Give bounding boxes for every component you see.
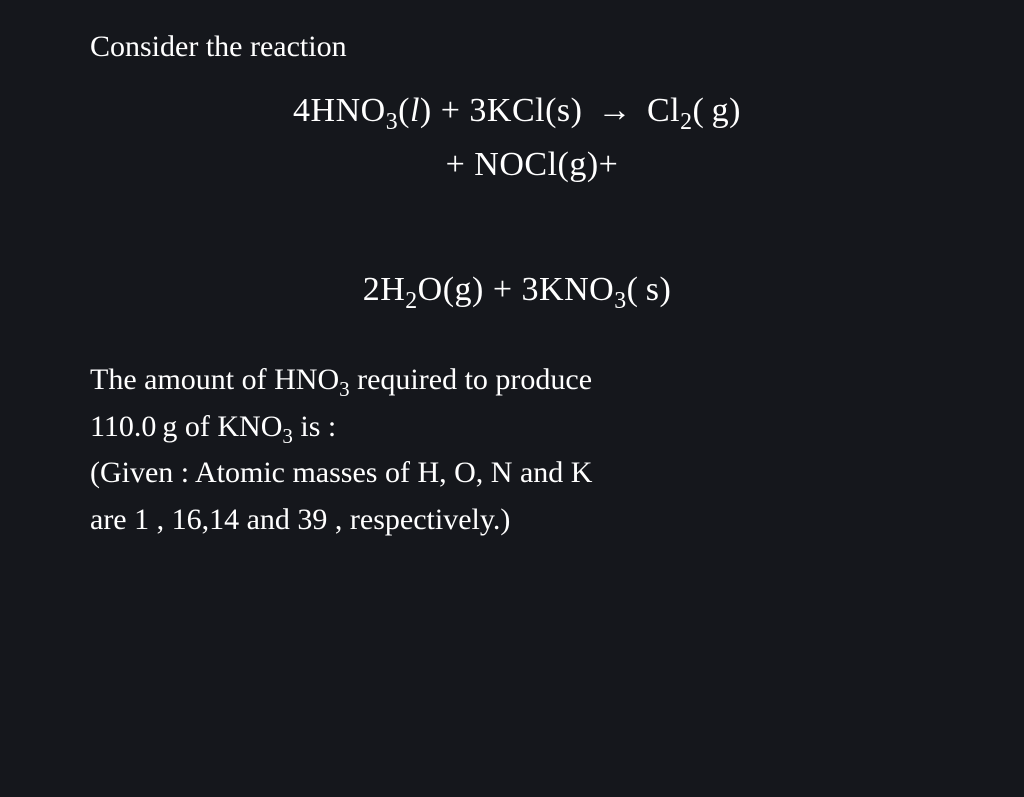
question-line-2: 110.0 g of KNO3 is : [90, 404, 944, 451]
question-line-4: are 1 , 16,14 and 39 , respectively.) [90, 497, 944, 544]
question-line-3: (Given : Atomic masses of H, O, N and K [90, 450, 944, 497]
equation-block: 4HNO3(l) + 3KCl(s) → Cl2( g) + NOCl(g)+ … [90, 84, 944, 317]
intro-text: Consider the reaction [90, 30, 944, 64]
question-block: The amount of HNO3 required to produce 1… [90, 357, 944, 543]
question-line-1: The amount of HNO3 required to produce [90, 357, 944, 404]
equation-line-3: 2H2O(g) + 3KNO3( s) [90, 263, 944, 317]
equation-line-1: 4HNO3(l) + 3KCl(s) → Cl2( g) [90, 84, 944, 138]
equation-line-2: + NOCl(g)+ [90, 138, 944, 192]
equation-spacer [90, 193, 944, 263]
